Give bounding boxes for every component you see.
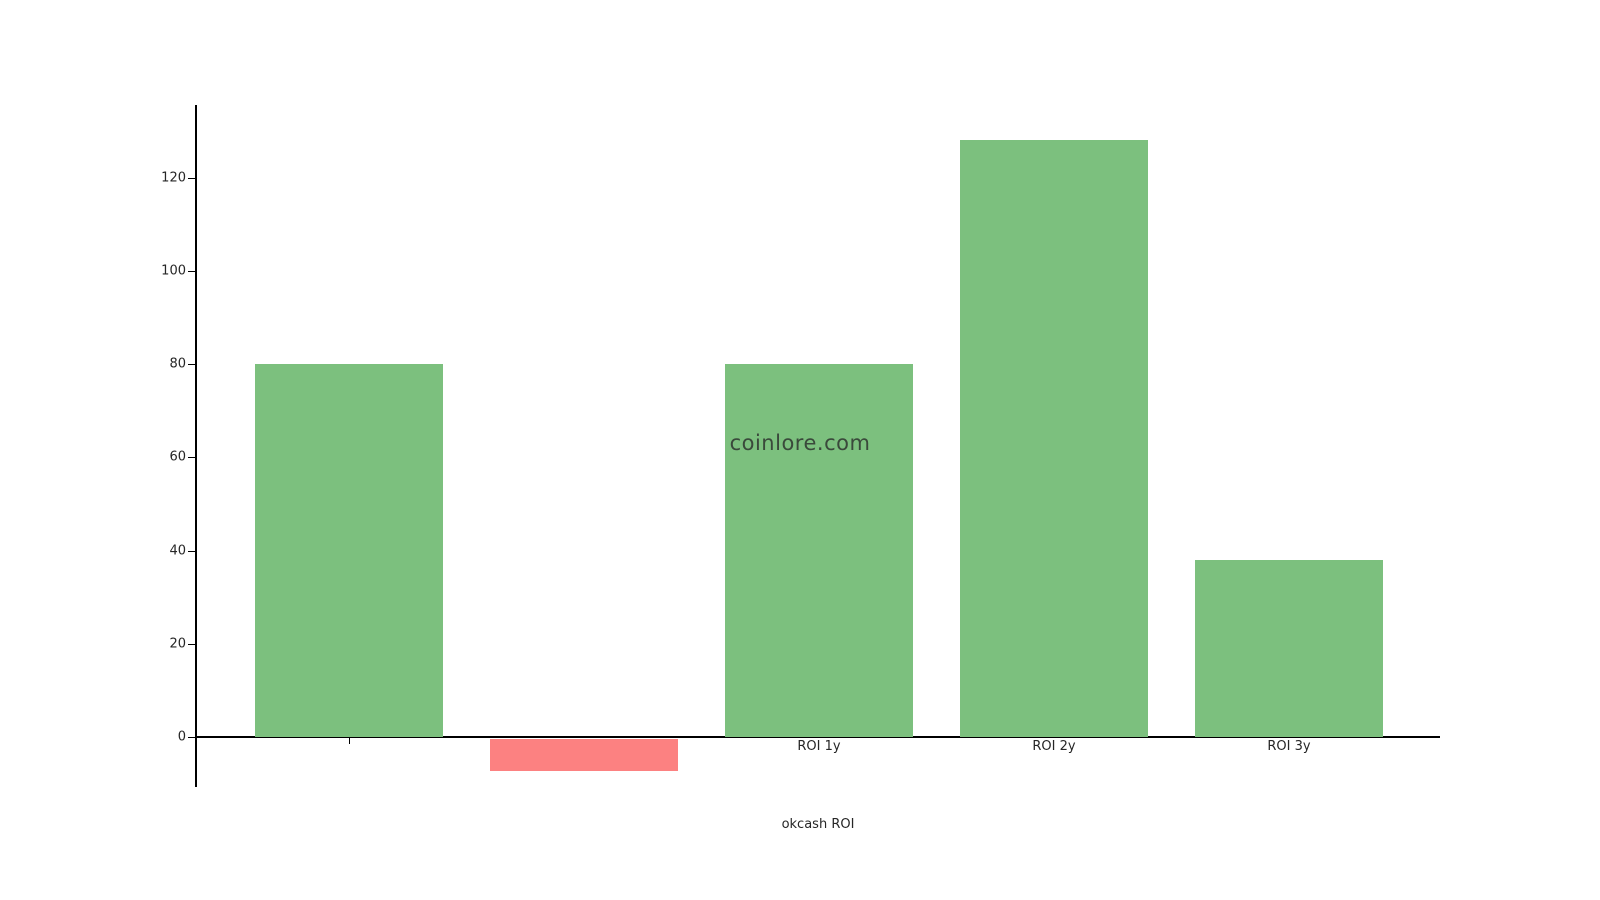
y-axis-spine <box>195 105 197 787</box>
x-tick-label: ROI 3y <box>1267 739 1311 754</box>
y-tick-mark <box>188 270 195 272</box>
y-tick-label: 100 <box>161 263 186 279</box>
y-tick-mark <box>188 457 195 459</box>
y-tick-mark <box>188 364 195 366</box>
bar-roi-1y <box>725 364 913 737</box>
bar-series-1 <box>255 364 443 737</box>
y-tick-label: 80 <box>169 356 186 372</box>
y-tick-mark <box>188 737 195 739</box>
y-tick-mark <box>188 177 195 179</box>
watermark-text: coinlore.com <box>729 431 871 455</box>
y-tick-mark <box>188 643 195 645</box>
y-tick-label: 20 <box>169 636 186 652</box>
y-tick-label: 60 <box>169 449 186 465</box>
x-tick-label: ROI 1y <box>797 739 841 754</box>
x-tick-label: ROI 2y <box>1032 739 1076 754</box>
bar-series-2 <box>490 738 678 772</box>
y-tick-label: 120 <box>161 170 186 185</box>
y-tick-mark <box>188 550 195 552</box>
y-tick-label: 40 <box>169 543 186 558</box>
y-tick-label: 0 <box>177 729 186 745</box>
bar-roi-2y <box>960 140 1148 737</box>
bar-roi-3y <box>1195 559 1383 737</box>
x-tick-mark <box>349 737 351 744</box>
x-axis-title: okcash ROI <box>781 817 855 832</box>
